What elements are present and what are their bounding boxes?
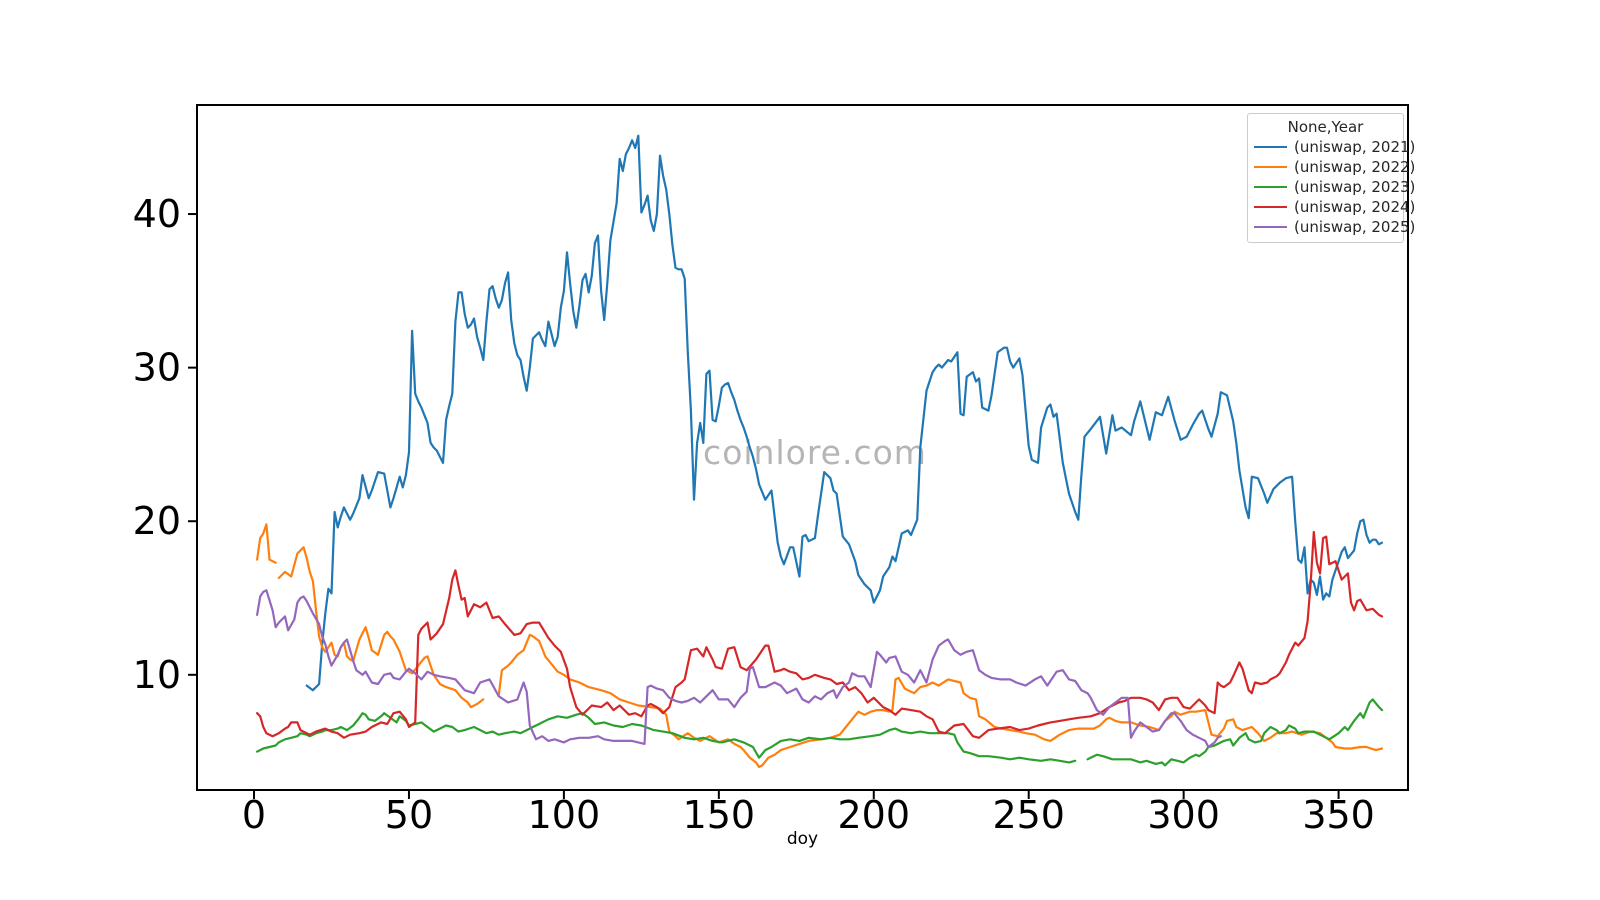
y-axis-tick-label: 40	[133, 192, 181, 236]
y-axis-tick-label: 30	[133, 346, 181, 390]
legend-entry-uniswap-2023: (uniswap, 2023)	[1254, 177, 1415, 197]
legend-label-uniswap-2024: (uniswap, 2024)	[1294, 198, 1416, 216]
y-axis-tick-label: 10	[133, 653, 181, 697]
x-axis-tick-label: 200	[838, 793, 911, 837]
series-line-uniswap-2021	[305, 134, 1384, 692]
legend-box: None,Year (uniswap, 2021) (uniswap, 2022)…	[1247, 113, 1415, 243]
legend-swatch-uniswap-2022	[1254, 166, 1287, 168]
series-line-uniswap-2022	[256, 523, 1384, 769]
x-axis-tick-label: 50	[385, 793, 433, 837]
legend-swatch-uniswap-2024	[1254, 206, 1287, 208]
legend-swatch-uniswap-2025	[1254, 226, 1287, 228]
x-axis-tick-label: 250	[992, 793, 1065, 837]
legend-title: None,Year	[1287, 118, 1364, 136]
legend-swatch-uniswap-2021	[1254, 146, 1287, 148]
legend-swatch-uniswap-2023	[1254, 186, 1287, 188]
x-axis-tick-label: 0	[242, 793, 266, 837]
series-line-uniswap-2024	[256, 530, 1384, 739]
legend-entry-uniswap-2022: (uniswap, 2022)	[1254, 157, 1415, 177]
series-line-uniswap-2025	[256, 589, 1222, 749]
legend-entry-uniswap-2024: (uniswap, 2024)	[1254, 197, 1415, 217]
legend-label-uniswap-2021: (uniswap, 2021)	[1294, 138, 1416, 156]
x-axis-label: doy	[786, 829, 819, 849]
legend-label-uniswap-2023: (uniswap, 2023)	[1294, 178, 1416, 196]
series-line-uniswap-2023	[256, 698, 1384, 767]
legend-entry-uniswap-2025: (uniswap, 2025)	[1254, 217, 1415, 237]
y-axis-tick-label: 20	[133, 499, 181, 543]
legend-label-uniswap-2025: (uniswap, 2025)	[1294, 218, 1416, 236]
x-axis-tick-label: 350	[1302, 793, 1375, 837]
legend-entries: (uniswap, 2021) (uniswap, 2022) (uniswap, …	[1254, 137, 1415, 237]
watermark-text: coinlore.com	[703, 433, 927, 472]
x-axis-tick-label: 300	[1147, 793, 1220, 837]
legend-label-uniswap-2022: (uniswap, 2022)	[1294, 158, 1416, 176]
x-axis-tick-label: 100	[528, 793, 601, 837]
x-axis-tick-label: 150	[683, 793, 756, 837]
legend-entry-uniswap-2021: (uniswap, 2021)	[1254, 137, 1415, 157]
plot-frame	[196, 104, 1409, 791]
